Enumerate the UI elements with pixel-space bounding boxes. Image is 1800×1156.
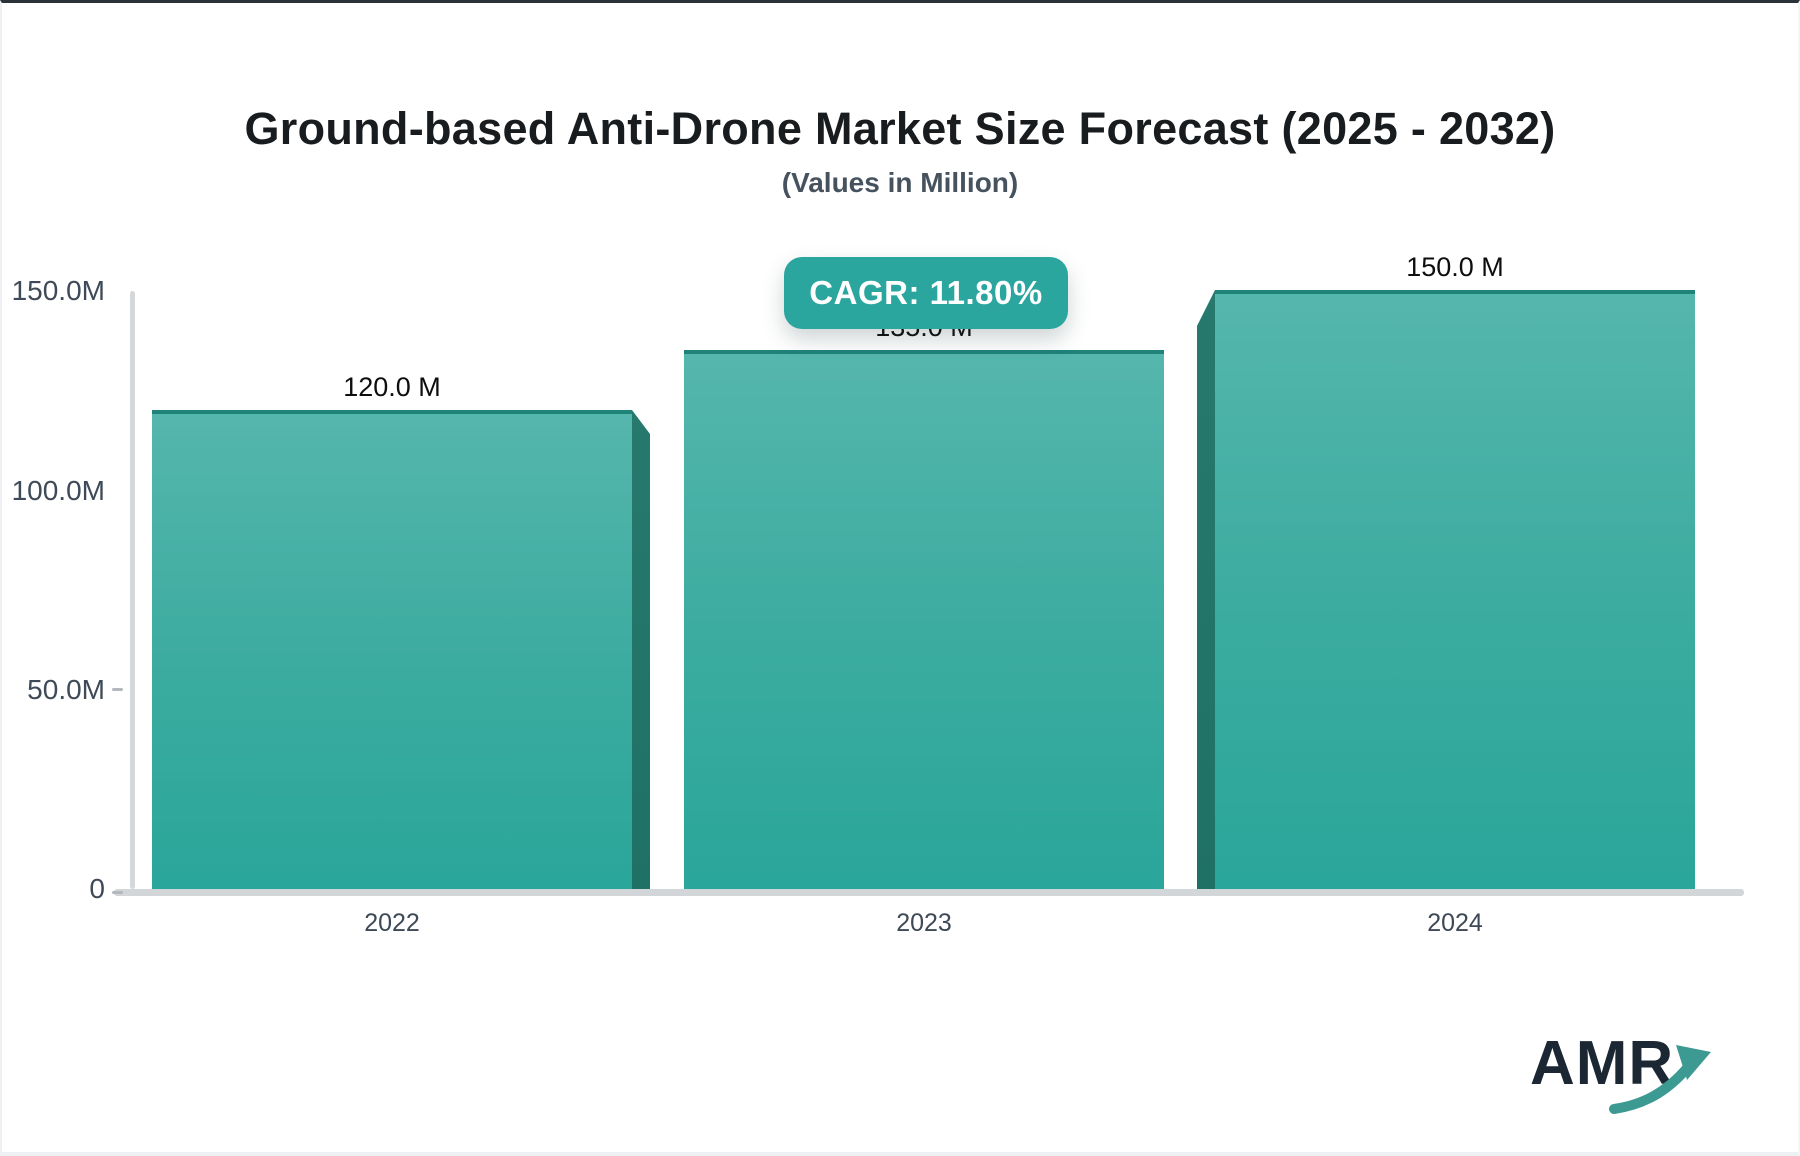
y-tick-label-0: 0	[89, 873, 105, 904]
bar-2023	[684, 350, 1164, 889]
x-axis-baseline	[114, 889, 1744, 896]
trending-up-arrow-icon	[1609, 1045, 1711, 1114]
x-tick-label-2022: 2022	[364, 909, 420, 937]
x-tick-label-2024: 2024	[1427, 909, 1483, 937]
bar-2024-3d-side	[1197, 290, 1215, 889]
bar-value-label-2022: 120.0 M	[343, 372, 441, 402]
y-tick-label-150m: 150.0M	[11, 275, 105, 306]
y-tick-mark-0	[112, 891, 123, 894]
x-tick-label-2023: 2023	[896, 909, 952, 937]
cagr-badge: CAGR: 11.80%	[784, 257, 1068, 329]
brand-logo: AMR	[1522, 1031, 1722, 1121]
bar-2022-3d-side	[632, 410, 650, 889]
bar-value-label-2024: 150.0 M	[1406, 252, 1504, 282]
chart-subtitle: (Values in Million)	[781, 167, 1019, 198]
chart-title: Ground-based Anti-Drone Market Size Fore…	[244, 103, 1556, 154]
y-tick-label-100m: 100.0M	[11, 475, 105, 506]
bar-2024	[1215, 290, 1695, 889]
y-tick-label-50m: 50.0M	[27, 674, 105, 705]
brand-logo-text: AMR	[1530, 1029, 1675, 1098]
y-axis-line	[130, 291, 135, 889]
bar-2022	[152, 410, 632, 889]
y-tick-mark-50m	[112, 688, 123, 691]
